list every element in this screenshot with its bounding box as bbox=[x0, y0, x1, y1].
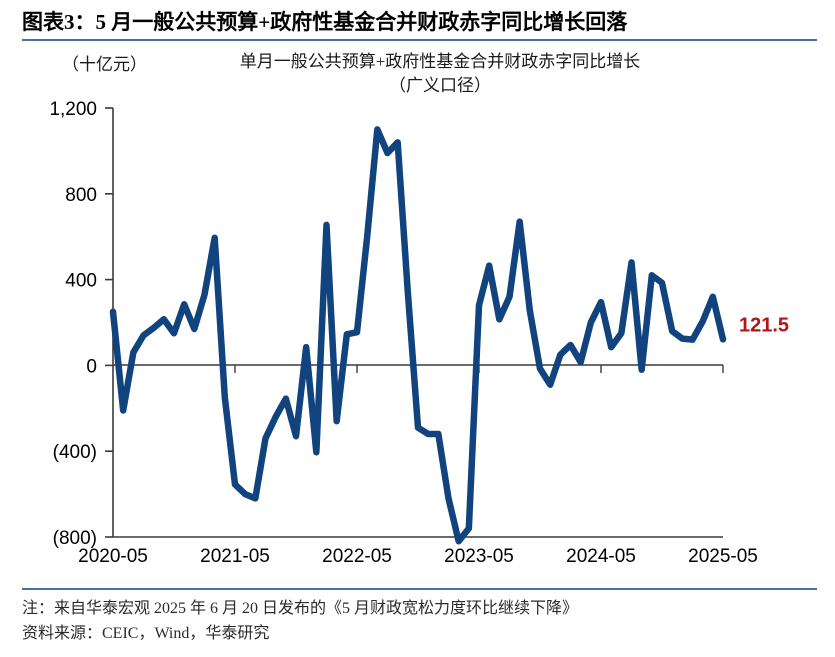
page-title: 图表3：5 月一般公共预算+政府性基金合并财政赤字同比增长回落 bbox=[22, 10, 628, 34]
y-axis: 1,200 800 400 0 (400) (800) bbox=[49, 99, 114, 549]
x-tick-label: 2024-05 bbox=[566, 546, 636, 567]
y-tick-group: 1,200 800 400 0 (400) (800) bbox=[49, 99, 113, 549]
chart-footer: 注：来自华泰宏观 2025 年 6 月 20 日发布的《5 月财政宽松力度环比继… bbox=[22, 588, 817, 646]
x-tick-label: 2022-05 bbox=[322, 546, 392, 567]
data-series-line bbox=[109, 126, 727, 545]
y-axis-unit-label: （十亿元） bbox=[62, 55, 147, 74]
chart-subtitle-line1: 单月一般公共预算+政府性基金合并财政赤字同比增长 bbox=[239, 52, 641, 71]
x-tick-label: 2021-05 bbox=[200, 546, 270, 567]
footer-note: 注：来自华泰宏观 2025 年 6 月 20 日发布的《5 月财政宽松力度环比继… bbox=[22, 600, 579, 617]
header-divider bbox=[22, 39, 817, 41]
x-axis: 2020-05 2021-05 2022-05 2023-05 2024-05 2025-… bbox=[78, 364, 758, 567]
x-tick-label: 2020-05 bbox=[78, 546, 148, 567]
end-value-label: 121.5 bbox=[739, 314, 789, 336]
chart-container: 1,200 800 400 0 (400) (800) 2020-05 2021-05 202… bbox=[49, 99, 789, 567]
y-tick-label: 400 bbox=[65, 271, 97, 292]
y-tick-label: 800 bbox=[65, 185, 97, 206]
footer-divider bbox=[22, 588, 817, 590]
footer-source: 资料来源：CEIC，Wind，华泰研究 bbox=[22, 625, 270, 642]
chart-subtitle: 单月一般公共预算+政府性基金合并财政赤字同比增长 （广义口径） bbox=[180, 50, 700, 98]
chart-subtitle-line2: （广义口径） bbox=[389, 76, 491, 95]
y-tick-label: (400) bbox=[53, 442, 97, 463]
x-tick-label: 2023-05 bbox=[444, 546, 514, 567]
x-tick-group: 2020-05 2021-05 2022-05 2023-05 2024-05 2025-… bbox=[78, 365, 758, 567]
y-tick-label: (800) bbox=[53, 528, 97, 549]
y-tick-label: 1,200 bbox=[49, 99, 97, 120]
x-tick-label: 2025-05 bbox=[688, 546, 758, 567]
y-tick-label: 0 bbox=[86, 356, 97, 377]
chart-header: 图表3：5 月一般公共预算+政府性基金合并财政赤字同比增长回落 bbox=[22, 8, 817, 41]
